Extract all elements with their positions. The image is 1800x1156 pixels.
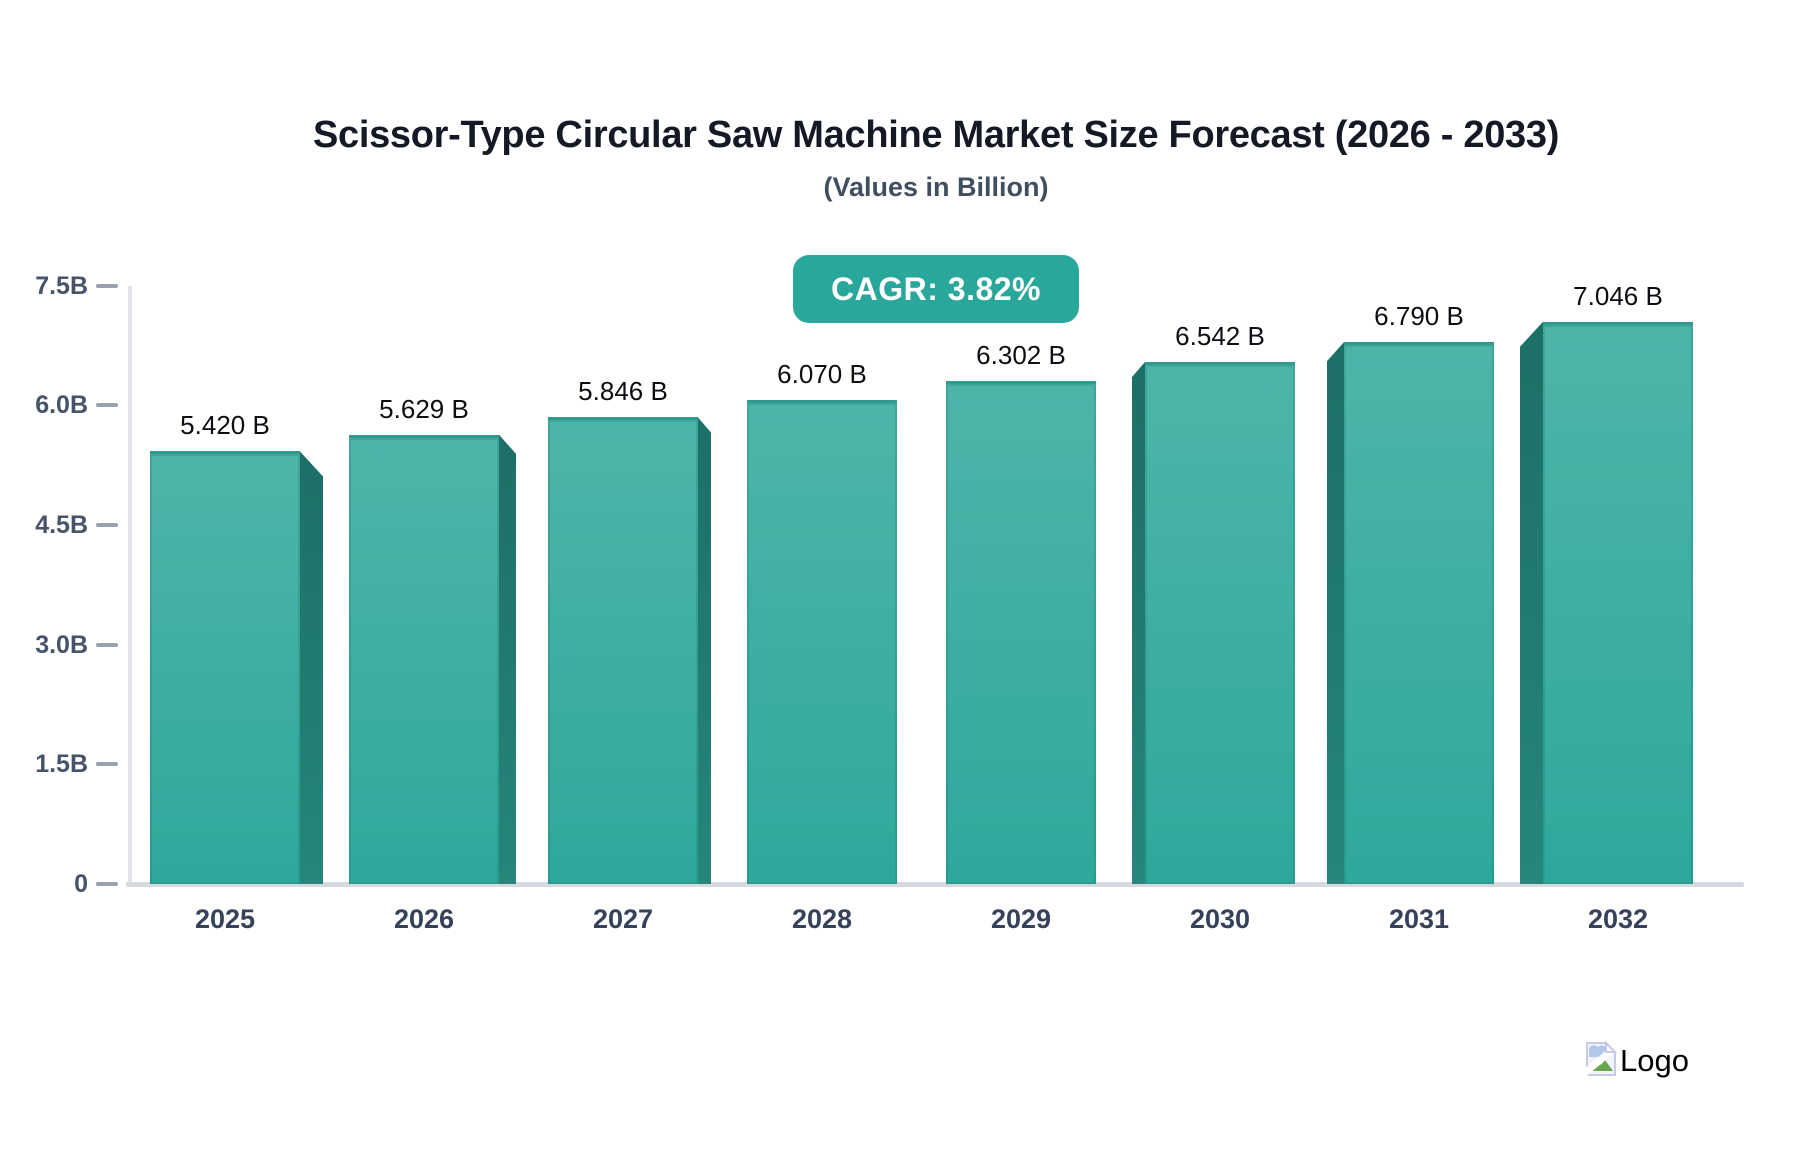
- y-axis-tick-mark: [96, 882, 118, 886]
- y-axis-tick-label: 6.0B: [35, 391, 88, 420]
- bar-3d-side: [1520, 321, 1543, 884]
- bar: [150, 451, 300, 884]
- bar-3d-side: [1327, 342, 1344, 884]
- y-axis-tick-mark: [96, 522, 118, 527]
- bar: [1543, 321, 1693, 884]
- y-axis-tick-label: 3.0B: [35, 630, 88, 659]
- bar-value-label: 6.302 B: [976, 340, 1066, 371]
- logo-text: Logo: [1620, 1043, 1689, 1078]
- bar-value-label: 6.542 B: [1175, 320, 1265, 351]
- y-axis-tick-label: 1.5B: [35, 750, 88, 779]
- bar-value-label: 7.046 B: [1573, 280, 1663, 311]
- bar-3d-side: [300, 451, 323, 884]
- cagr-badge-wrap: CAGR: 3.82%: [130, 255, 1742, 323]
- x-axis-line: [126, 882, 1744, 887]
- x-axis-category-label: 2028: [791, 904, 853, 934]
- y-axis-tick-mark: [96, 762, 118, 767]
- x-axis-category-label: 2031: [1388, 904, 1450, 934]
- x-axis-category-label: 2030: [1189, 904, 1251, 934]
- bar-value-label: 5.629 B: [379, 393, 469, 424]
- x-axis-category-label: 2025: [194, 904, 256, 934]
- y-axis-tick-label: 7.5B: [35, 271, 88, 300]
- bar-value-label: 5.846 B: [578, 376, 668, 407]
- x-axis-category-label: 2032: [1587, 904, 1649, 934]
- logo: Logo: [1584, 1040, 1689, 1078]
- y-axis-line: [128, 285, 132, 886]
- bar: [946, 381, 1096, 884]
- y-axis-tick-mark: [96, 642, 118, 647]
- x-axis-category-label: 2029: [990, 904, 1052, 934]
- bar: [1145, 361, 1295, 884]
- y-axis-tick-label: 4.5B: [35, 510, 88, 539]
- chart-subtitle: (Values in Billion): [823, 172, 1049, 202]
- bar-value-label: 5.420 B: [180, 410, 270, 441]
- bar-3d-side: [499, 434, 516, 884]
- y-axis-tick-label: 0: [74, 870, 88, 898]
- x-axis-category-label: 2027: [592, 904, 654, 934]
- broken-image-icon: [1584, 1040, 1618, 1078]
- bar-3d-side: [1132, 361, 1145, 884]
- bar-value-label: 6.790 B: [1374, 301, 1464, 332]
- bar: [1344, 342, 1494, 884]
- chart-title: Scissor-Type Circular Saw Machine Market…: [312, 114, 1560, 156]
- bar-value-label: 6.070 B: [777, 358, 867, 389]
- bar: [548, 417, 698, 884]
- x-axis-category-label: 2026: [393, 904, 455, 934]
- bar: [747, 399, 897, 884]
- bar: [349, 434, 499, 884]
- bar-3d-side: [698, 417, 711, 884]
- cagr-badge: CAGR: 3.82%: [793, 255, 1079, 323]
- y-axis-tick-mark: [96, 283, 118, 288]
- y-axis-tick-mark: [96, 403, 118, 408]
